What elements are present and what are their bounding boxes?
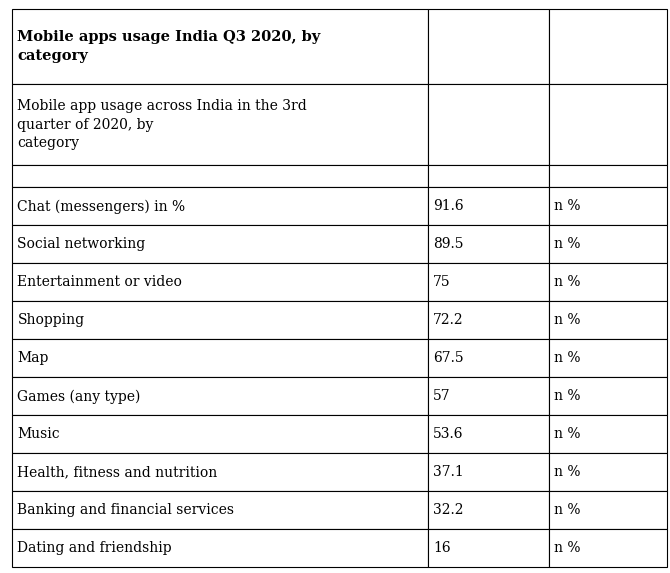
Text: 89.5: 89.5 [433,237,464,252]
Bar [549,264,667,301]
Bar [427,453,549,491]
Text: 72.2: 72.2 [433,313,464,327]
Text: n %: n % [554,237,581,252]
Bar [12,415,427,453]
Text: 32.2: 32.2 [433,503,464,517]
Bar [12,9,427,84]
Bar [549,453,667,491]
Text: n %: n % [554,199,581,213]
Bar [427,301,549,339]
Text: Map: Map [17,351,49,366]
Text: Mobile app usage across India in the 3rd
quarter of 2020, by
category: Mobile app usage across India in the 3rd… [17,99,307,151]
Bar [549,378,667,415]
Bar [427,529,549,567]
Text: Dating and friendship: Dating and friendship [17,541,172,555]
Text: n %: n % [554,427,581,441]
Text: 67.5: 67.5 [433,351,464,366]
Text: 16: 16 [433,541,451,555]
Bar [12,225,427,264]
Bar [549,491,667,529]
Bar [12,301,427,339]
Bar [12,339,427,378]
Text: Social networking: Social networking [17,237,145,252]
Text: Banking and financial services: Banking and financial services [17,503,234,517]
Bar [12,165,427,187]
Text: Mobile apps usage India Q3 2020, by
category: Mobile apps usage India Q3 2020, by cate… [17,30,321,63]
Bar [549,415,667,453]
Bar [427,491,549,529]
Bar [12,491,427,529]
Bar [549,529,667,567]
Text: n %: n % [554,389,581,403]
Text: n %: n % [554,503,581,517]
Bar [427,84,549,165]
Bar [427,415,549,453]
Bar [549,84,667,165]
Text: Music: Music [17,427,60,441]
Text: n %: n % [554,351,581,366]
Bar [549,165,667,187]
Bar [427,225,549,264]
Bar [12,529,427,567]
Text: Shopping: Shopping [17,313,84,327]
Bar [427,339,549,378]
Bar [12,453,427,491]
Bar [549,301,667,339]
Bar [12,187,427,225]
Bar [427,264,549,301]
Bar [549,9,667,84]
Bar [12,378,427,415]
Bar [12,84,427,165]
Text: n %: n % [554,541,581,555]
Bar [427,187,549,225]
Bar [427,165,549,187]
Bar [427,9,549,84]
Text: n %: n % [554,313,581,327]
Bar [549,187,667,225]
Bar [549,225,667,264]
Text: n %: n % [554,465,581,479]
Text: n %: n % [554,276,581,289]
Text: 53.6: 53.6 [433,427,464,441]
Text: 57: 57 [433,389,451,403]
Text: Entertainment or video: Entertainment or video [17,276,182,289]
Text: Health, fitness and nutrition: Health, fitness and nutrition [17,465,218,479]
Text: 75: 75 [433,276,451,289]
Text: 37.1: 37.1 [433,465,464,479]
Bar [12,264,427,301]
Text: Games (any type): Games (any type) [17,389,141,403]
Bar [549,339,667,378]
Bar [427,378,549,415]
Text: Chat (messengers) in %: Chat (messengers) in % [17,199,186,214]
Text: 91.6: 91.6 [433,199,464,213]
